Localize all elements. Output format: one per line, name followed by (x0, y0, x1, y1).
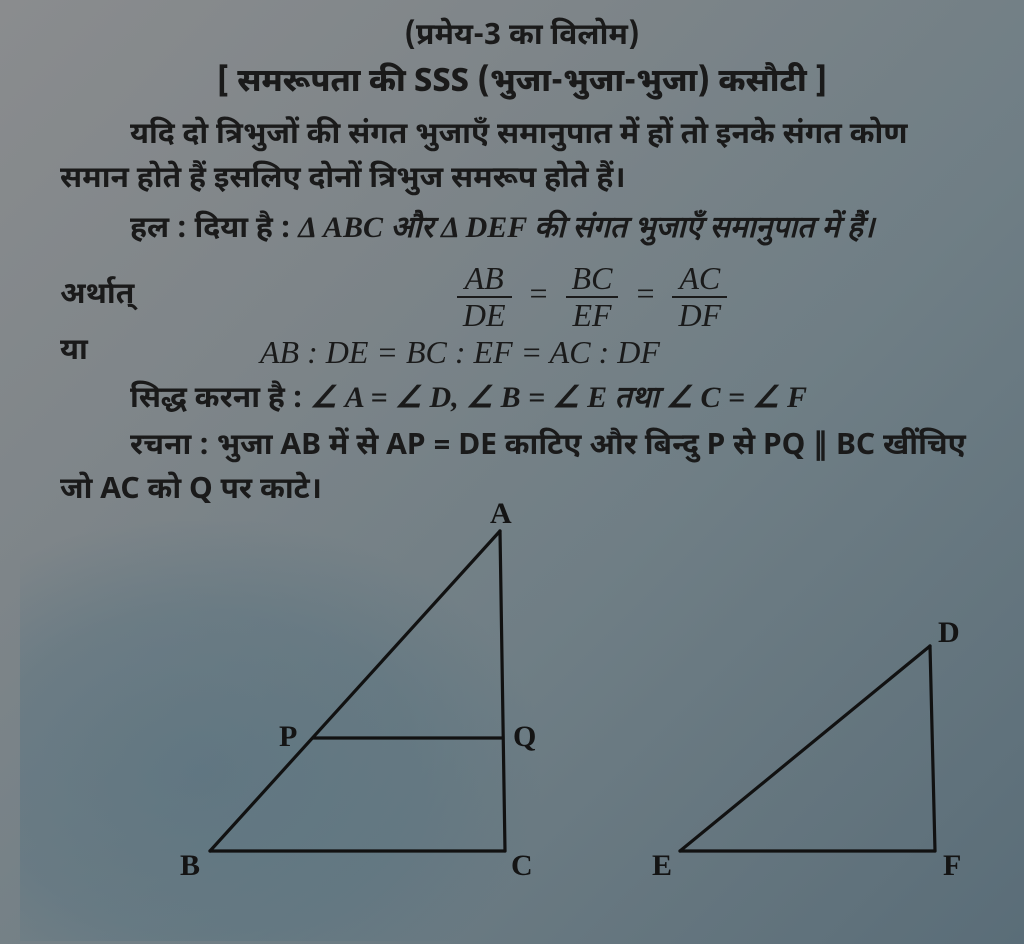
vertex-P: P (279, 720, 297, 754)
ya-label: या (60, 333, 200, 372)
vertex-F: F (943, 849, 961, 883)
fraction-1: AB DE (457, 261, 512, 333)
fraction-1-num: AB (457, 261, 512, 298)
arthat-label: अर्थात् (60, 277, 200, 316)
vertex-C: C (511, 849, 533, 883)
vertex-Q: Q (513, 720, 536, 754)
construction-line: रचना : भुजा AB में से AP = DE काटिए और ब… (60, 426, 984, 513)
theorem-statement: यदि दो त्रिभुजों की संगत भुजाएँ समानुपात… (60, 115, 984, 202)
vertex-D: D (938, 616, 960, 650)
fraction-2: BC EF (566, 261, 619, 333)
fraction-row: अर्थात् AB DE = BC EF = AC DF (60, 261, 984, 333)
to-prove-line: सिद्ध करना है : ∠ A = ∠ D, ∠ B = ∠ E तथा… (60, 376, 984, 423)
theorem-converse-title: (प्रमेय-3 का विलोम) (60, 18, 984, 57)
prove-prefix: सिद्ध करना है : (130, 381, 302, 420)
fraction-1-den: DE (457, 298, 512, 333)
proportion-equation: AB DE = BC EF = AC DF (200, 261, 984, 333)
ratio-line: AB : DE = BC : EF = AC : DF (200, 334, 984, 371)
solution-prefix: हल : दिया है : (130, 211, 290, 250)
fraction-3-den: DF (672, 298, 727, 333)
fraction-2-num: BC (566, 261, 619, 298)
fraction-2-den: EF (566, 298, 619, 333)
solution-given-math: Δ ABC और Δ DEF की संगत भुजाएँ समानुपात म… (298, 211, 874, 244)
fraction-3-num: AC (672, 261, 727, 298)
prove-math: ∠ A = ∠ D, ∠ B = ∠ E तथा ∠ C = ∠ F (310, 381, 807, 414)
sss-criterion-title: [ समरूपता की SSS (भुजा-भुजा-भुजा) कसौटी … (60, 63, 984, 105)
construct-prefix: रचना : (130, 428, 209, 467)
vertex-B: B (180, 849, 200, 883)
vertex-A: A (490, 497, 512, 531)
page: (प्रमेय-3 का विलोम) [ समरूपता की SSS (भु… (0, 0, 1024, 901)
ratio-row: या AB : DE = BC : EF = AC : DF (60, 333, 984, 372)
fraction-3: AC DF (672, 261, 727, 333)
diagram-area: A B C P Q D E F (60, 521, 984, 901)
solution-given: हल : दिया है : Δ ABC और Δ DEF की संगत भु… (60, 206, 984, 253)
geometry-diagram (60, 521, 1020, 881)
vertex-E: E (652, 849, 672, 883)
